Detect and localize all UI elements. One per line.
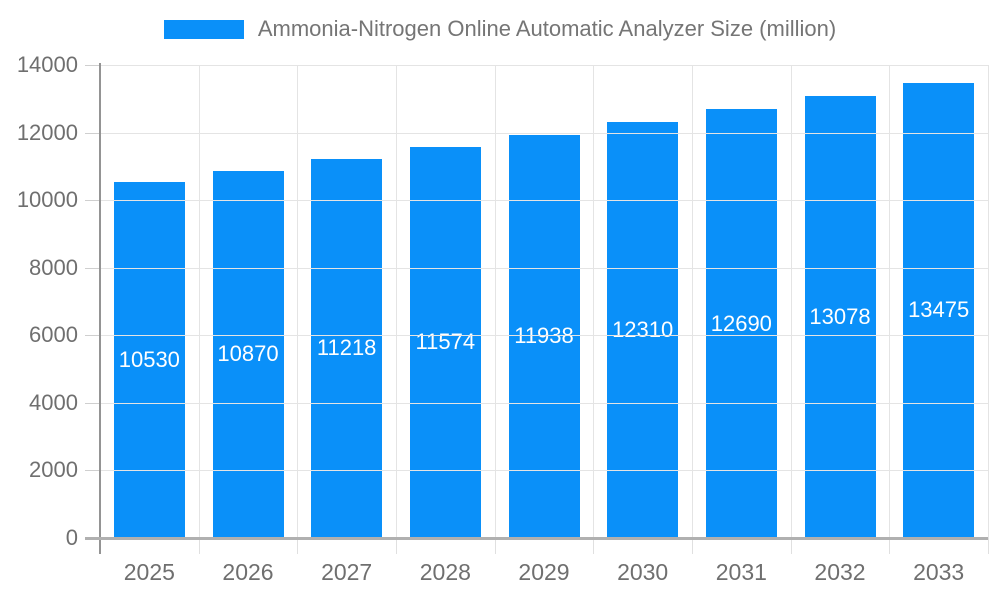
bar-value-label: 12310	[612, 317, 674, 343]
bar-value-label: 11218	[316, 335, 377, 361]
x-axis-label: 2026	[222, 559, 274, 585]
bar-2028: 11574	[409, 146, 481, 538]
legend-item[interactable]: Ammonia-Nitrogen Online Automatic Analyz…	[0, 12, 1000, 46]
bar-value-label: 11574	[415, 329, 476, 355]
bar-value-label: 13078	[809, 304, 871, 330]
gridline-vertical	[889, 65, 891, 538]
x-axis-label: 2033	[913, 559, 965, 585]
bar-value-label: 10530	[118, 347, 180, 373]
bar-value-label: 11938	[514, 323, 574, 349]
gridline-vertical	[790, 65, 792, 538]
y-axis-tick	[85, 132, 100, 134]
gridline-vertical	[692, 65, 693, 538]
gridline-horizontal	[100, 132, 988, 134]
legend-label: Ammonia-Nitrogen Online Automatic Analyz…	[257, 16, 837, 41]
y-axis-tick	[85, 65, 100, 66]
gridline-horizontal	[100, 267, 988, 269]
bar-2030: 12310	[607, 122, 679, 538]
bar-2033: 13475	[903, 82, 975, 538]
legend-swatch	[163, 19, 244, 39]
y-axis-label: 0	[65, 525, 78, 550]
x-axis-tick	[988, 538, 989, 554]
gridline-horizontal	[100, 200, 988, 202]
gridline-vertical	[198, 65, 200, 538]
x-axis-tick	[593, 538, 595, 554]
bar-2032: 13078	[804, 96, 876, 538]
gridline-vertical	[396, 65, 397, 538]
bar-2031: 12690	[705, 109, 777, 538]
y-axis-label: 8000	[29, 254, 78, 280]
x-axis-label: 2031	[715, 559, 767, 585]
y-axis-tick	[85, 200, 100, 202]
gridline-horizontal	[100, 65, 988, 66]
gridline-horizontal	[100, 470, 988, 472]
y-axis-tick	[85, 267, 100, 269]
x-axis-tick	[790, 538, 792, 554]
y-axis-line	[99, 63, 101, 554]
bar-2026: 10870	[212, 170, 284, 538]
x-axis-label: 2025	[123, 559, 175, 585]
bar-2027: 11218	[311, 158, 383, 538]
y-axis-label: 4000	[29, 389, 78, 415]
y-axis-label: 6000	[29, 322, 78, 348]
x-axis-label: 2032	[814, 559, 866, 585]
x-axis-tick	[692, 538, 693, 554]
gridline-vertical	[297, 65, 299, 538]
x-axis-tick	[396, 538, 397, 554]
x-axis-label: 2027	[321, 559, 373, 585]
gridline-vertical	[593, 65, 595, 538]
x-axis-tick	[889, 538, 891, 554]
gridline-vertical	[988, 65, 989, 538]
bar-value-label: 12690	[710, 310, 772, 336]
x-axis-tick	[494, 538, 496, 554]
y-axis-tick	[85, 335, 100, 337]
y-axis-label: 12000	[16, 119, 78, 145]
x-axis-tick	[297, 538, 299, 554]
bar-2025: 10530	[113, 182, 185, 538]
y-axis-label: 14000	[16, 52, 78, 77]
gridline-horizontal	[100, 335, 988, 337]
x-axis-label: 2030	[617, 559, 669, 585]
bar-value-label: 13475	[908, 297, 970, 323]
x-axis-label: 2028	[419, 559, 471, 585]
y-axis-tick	[85, 402, 100, 404]
bar-2029: 11938	[508, 134, 580, 538]
y-axis-label: 2000	[29, 457, 78, 483]
y-axis-label: 10000	[16, 187, 78, 213]
x-axis-line	[85, 537, 988, 540]
x-axis-tick	[198, 538, 200, 554]
gridline-vertical	[494, 65, 496, 538]
x-axis-label: 2029	[518, 559, 570, 585]
bar-value-label: 10870	[217, 341, 279, 367]
gridline-horizontal	[100, 402, 988, 404]
y-axis-tick	[85, 470, 100, 472]
